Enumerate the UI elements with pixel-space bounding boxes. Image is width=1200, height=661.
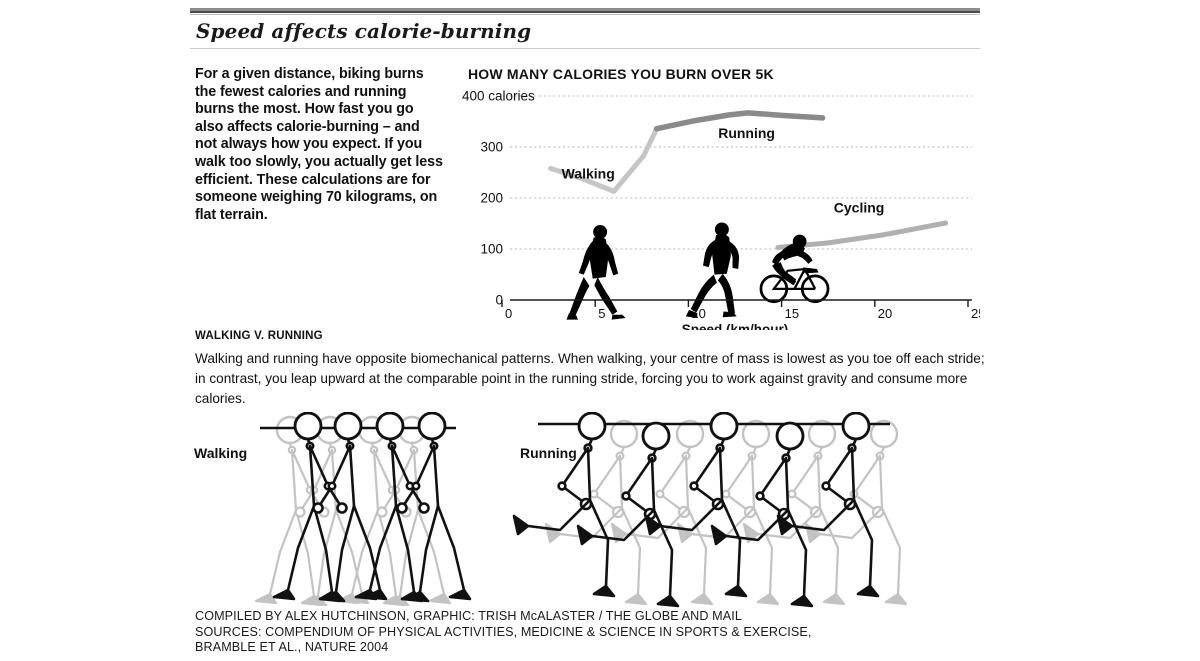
walking-diagram-label: Walking <box>194 445 247 461</box>
walking-silhouette <box>566 224 626 320</box>
y-tick-label: 400 calories <box>462 89 535 104</box>
running-stick-figure <box>776 412 880 598</box>
x-axis-label: Speed (km/hour) <box>682 322 789 330</box>
series-label-running: Running <box>718 125 775 141</box>
running-stick-figure <box>610 419 714 606</box>
running-stick-figure <box>742 419 846 606</box>
chart-plot-area: 0 100 200 300 400 calories Walking Running Cycl… <box>460 88 980 331</box>
header-rule-light <box>190 14 980 15</box>
credit-line-3: BRAMBLE ET AL., NATURE 2004 <box>195 640 389 654</box>
credit-line-1: COMPILED BY ALEX HUTCHINSON, GRAPHIC: TR… <box>195 609 742 623</box>
y-tick-label: 200 <box>480 191 503 206</box>
x-tick-label: 10 <box>691 306 705 321</box>
intro-paragraph: For a given distance, biking burns the f… <box>195 66 443 223</box>
running-silhouette <box>685 222 740 319</box>
gait-svg: Walking Running <box>194 412 908 608</box>
gait-diagrams: Walking Running <box>190 412 990 608</box>
y-tick-label: 300 <box>480 140 503 155</box>
y-tick-label: 100 <box>480 242 503 257</box>
series-line-walking <box>547 126 660 194</box>
running-stick-figure <box>544 419 648 606</box>
x-tick-label: 25 <box>971 306 980 321</box>
running-diagram-label: Running <box>520 445 577 461</box>
page-title: Speed affects calorie-burning <box>196 19 532 43</box>
y-tick-label: 0 <box>495 293 503 308</box>
series-label-cycling: Cycling <box>834 199 885 215</box>
x-tick-label: 20 <box>878 306 892 321</box>
section-heading: WALKING V. RUNNING <box>195 330 323 342</box>
walking-stick-figure <box>312 412 388 603</box>
running-stick-figure <box>710 421 814 608</box>
series-line-running <box>653 110 826 132</box>
section-body: Walking and running have opposite biomec… <box>195 351 985 406</box>
activity-silhouettes <box>566 222 830 320</box>
walking-stick-figure <box>396 412 472 603</box>
x-tick-label: 15 <box>785 306 799 321</box>
running-stick-figure <box>512 412 616 598</box>
calories-chart: HOW MANY CALORIES YOU BURN OVER 5K 0 100 2… <box>460 66 980 331</box>
running-stick-figure <box>644 412 748 598</box>
x-tick-label: 5 <box>598 306 605 321</box>
series-label-walking: Walking <box>562 166 615 182</box>
title-underline <box>190 48 980 49</box>
credits-block: COMPILED BY ALEX HUTCHINSON, GRAPHIC: TR… <box>195 609 995 656</box>
cycling-silhouette <box>759 234 830 304</box>
header-rule-thick <box>190 8 980 11</box>
chart-title: HOW MANY CALORIES YOU BURN OVER 5K <box>468 66 774 82</box>
header-rule-dark <box>190 11 980 13</box>
running-stick-figure <box>576 421 680 608</box>
x-tick-label: 0 <box>505 306 512 321</box>
credit-line-2: SOURCES: COMPENDIUM OF PHYSICAL ACTIVITI… <box>195 624 812 639</box>
